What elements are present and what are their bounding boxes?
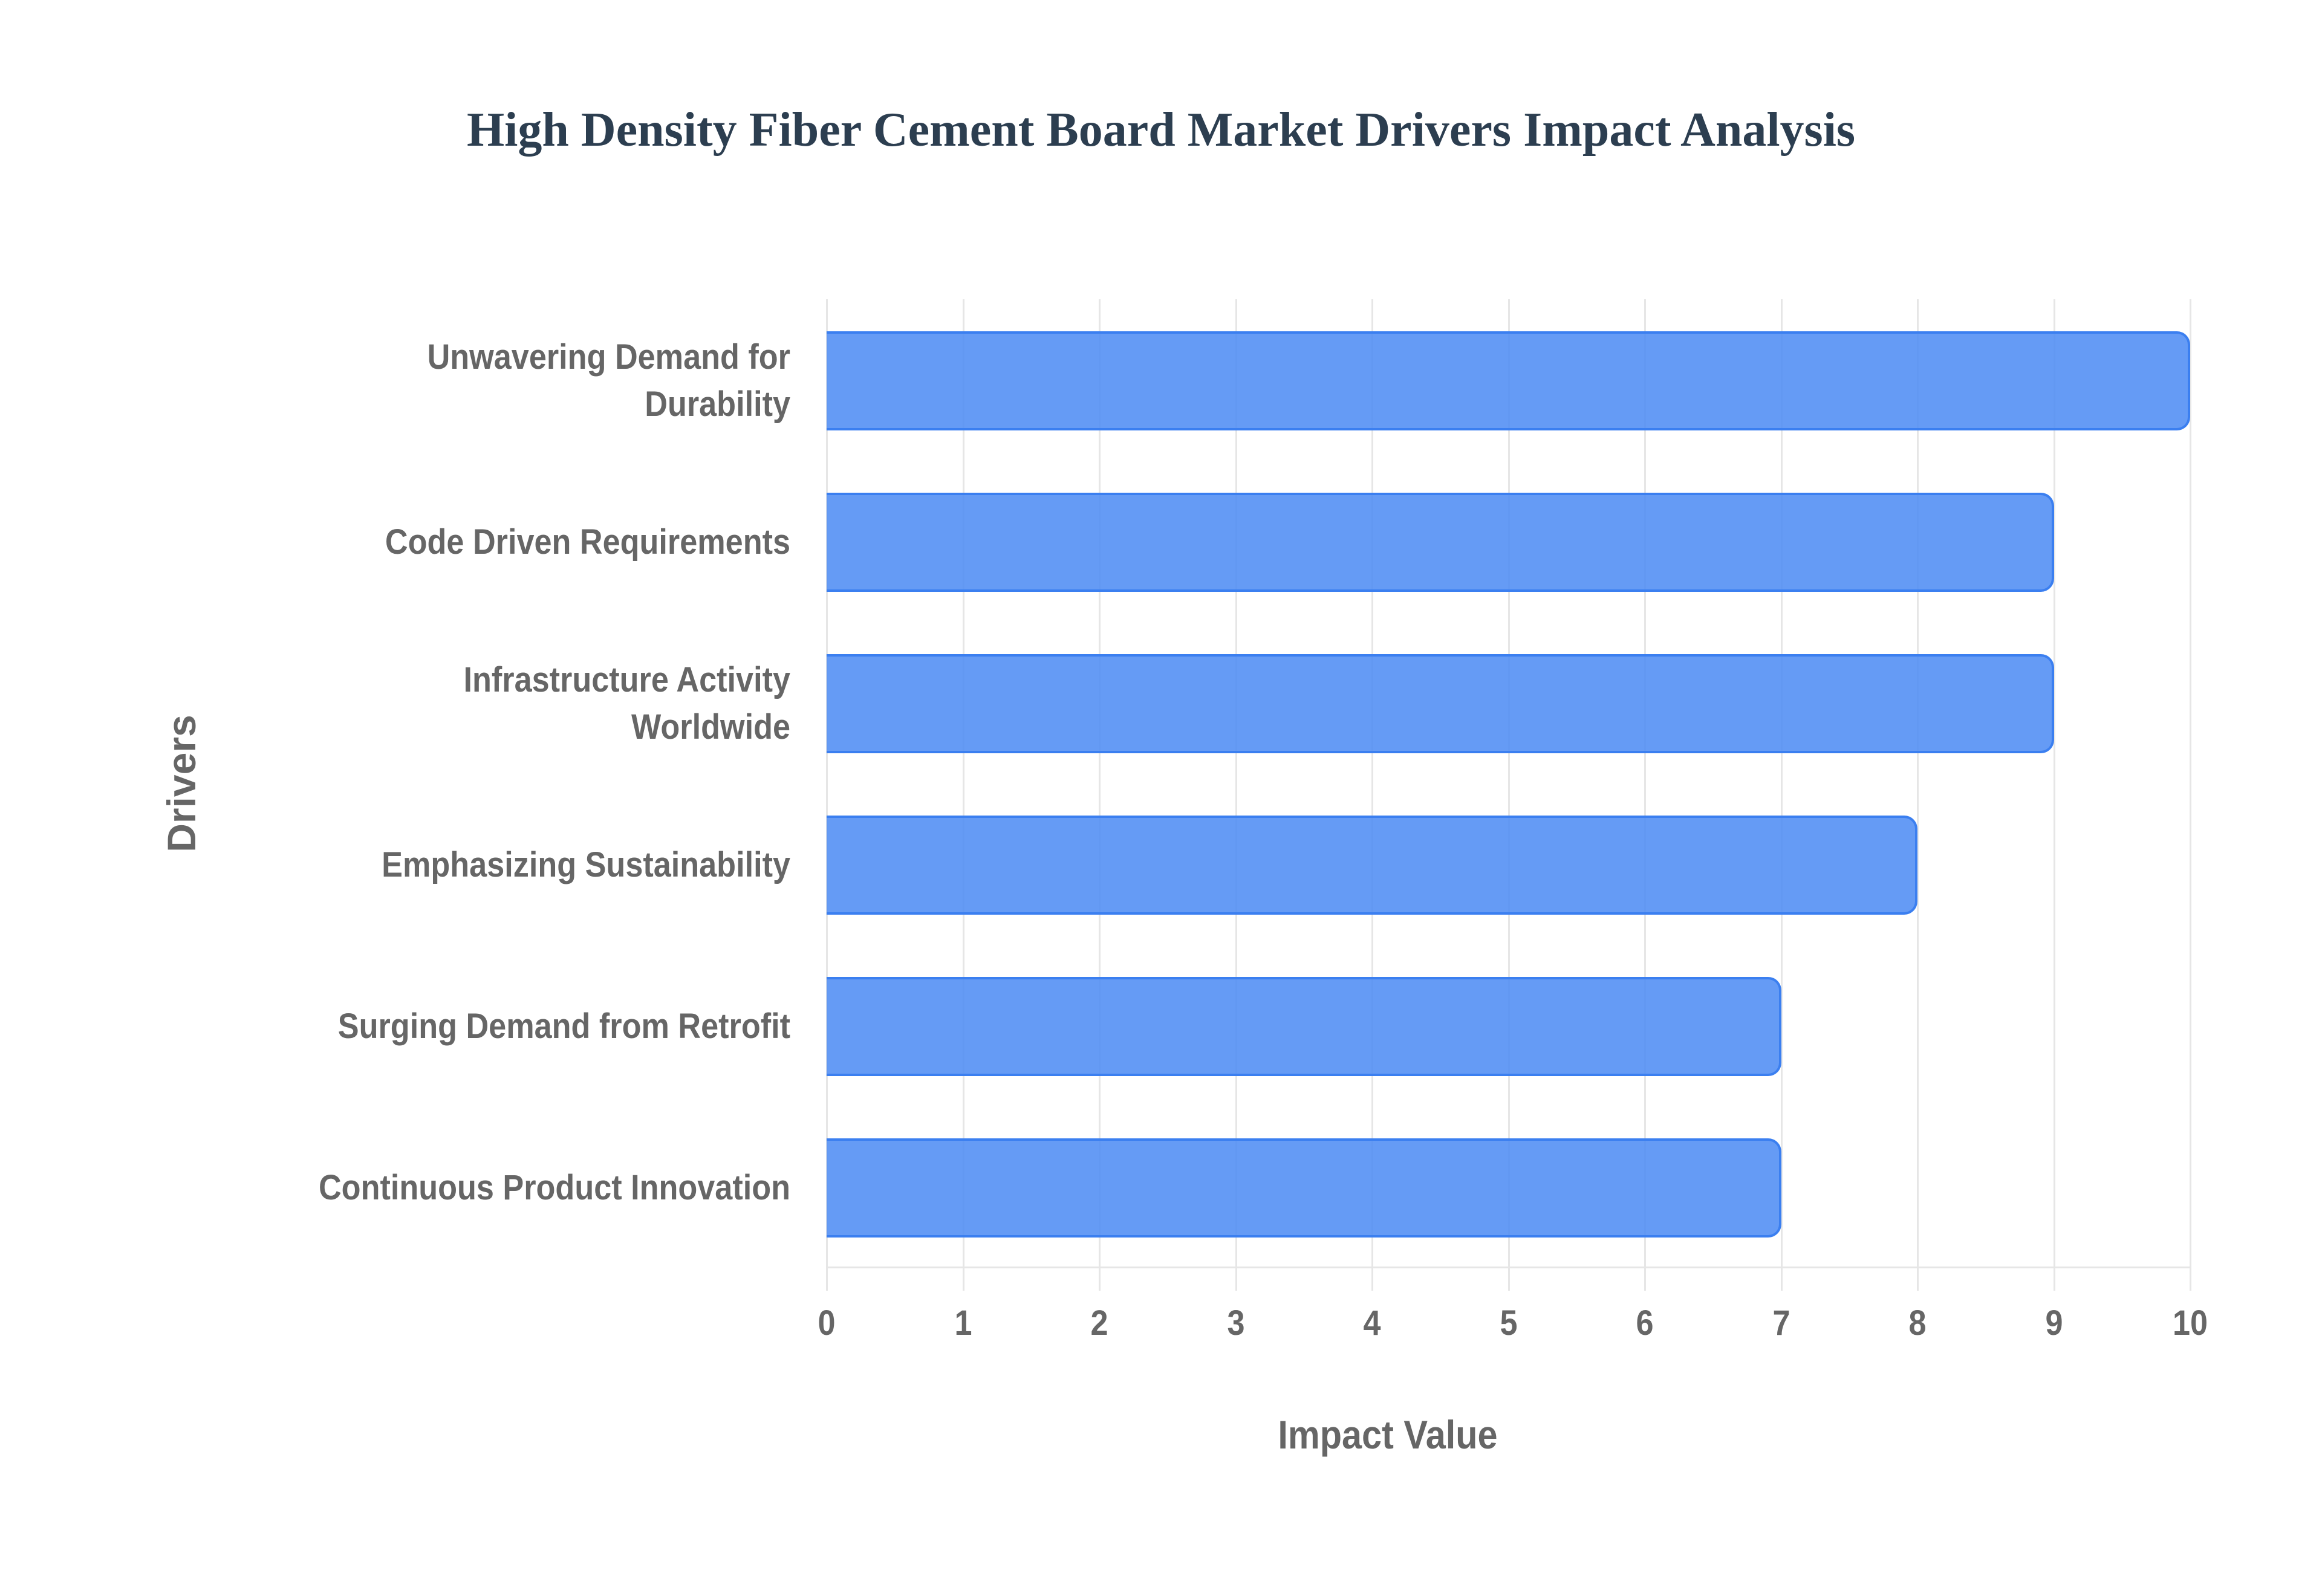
x-tick-label: 7 (1772, 1303, 1790, 1343)
bar[interactable] (827, 654, 2054, 753)
x-tick-label: 1 (954, 1303, 972, 1343)
bar[interactable] (827, 977, 1781, 1076)
category-label-line: Durability (645, 384, 790, 424)
category-label: Continuous Product Innovation (192, 1127, 790, 1248)
gridline (1507, 299, 1510, 1291)
category-label-line: Emphasizing Sustainability (382, 845, 790, 884)
bar[interactable] (827, 331, 2190, 430)
category-label-line: Continuous Product Innovation (318, 1168, 790, 1207)
gridline (1099, 299, 1101, 1291)
x-tick-label: 8 (1908, 1303, 1927, 1343)
category-label-line: Surging Demand from Retrofit (337, 1007, 790, 1046)
category-label-line: Unwavering Demand for (427, 337, 790, 377)
category-label: Surging Demand from Retrofit (192, 966, 790, 1087)
gridline (826, 299, 828, 1291)
plot-area (826, 299, 2191, 1291)
category-label: Infrastructure Activity Worldwide (192, 643, 790, 764)
gridline (962, 299, 964, 1291)
x-tick-label: 0 (818, 1303, 836, 1343)
category-label-line: Infrastructure Activity (463, 660, 790, 699)
gridline (1917, 299, 1919, 1291)
x-tick-label: 5 (1499, 1303, 1518, 1343)
category-label: Emphasizing Sustainability (192, 805, 790, 926)
gridline (1644, 299, 1646, 1291)
x-tick-label: 9 (2044, 1303, 2063, 1343)
x-axis-title: Impact Value (1278, 1412, 1498, 1457)
category-label-line: Worldwide (631, 707, 790, 747)
x-tick-label: 6 (1636, 1303, 1654, 1343)
gridline (2053, 299, 2055, 1291)
category-label-line: Code Driven Requirements (385, 522, 790, 562)
bar[interactable] (827, 816, 1917, 915)
category-label: Unwavering Demand for Durability (192, 320, 790, 441)
chart-title: High Density Fiber Cement Board Market D… (466, 103, 1856, 157)
gridline (1780, 299, 1783, 1291)
x-tick-label: 4 (1363, 1303, 1381, 1343)
x-tick-label: 3 (1226, 1303, 1245, 1343)
gridline (2190, 299, 2191, 1291)
gridline (1235, 299, 1237, 1291)
bar[interactable] (827, 493, 2054, 592)
gridline (1371, 299, 1373, 1291)
category-label: Code Driven Requirements (192, 482, 790, 603)
x-tick-label: 2 (1090, 1303, 1108, 1343)
x-tick-label: 10 (2172, 1303, 2208, 1343)
bar[interactable] (827, 1138, 1781, 1238)
